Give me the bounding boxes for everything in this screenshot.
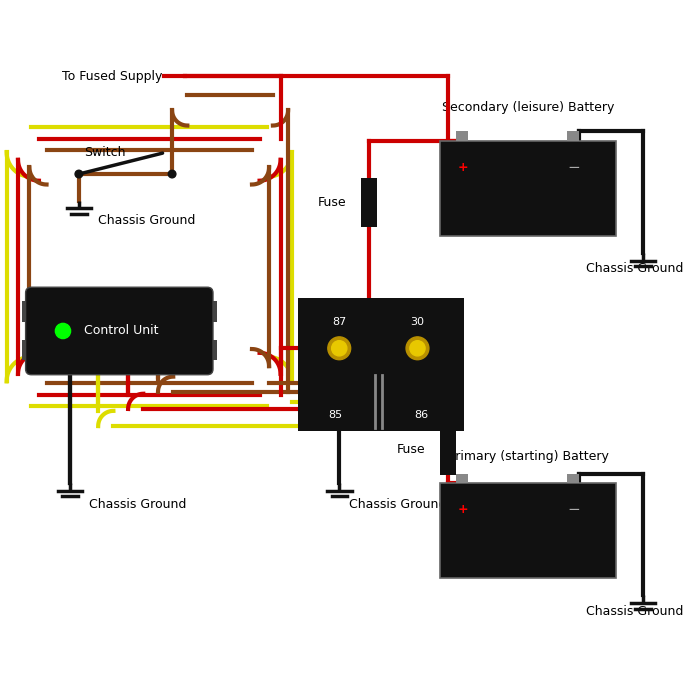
FancyBboxPatch shape xyxy=(26,287,213,375)
Bar xyxy=(440,483,616,578)
Bar xyxy=(440,425,456,475)
Circle shape xyxy=(410,341,425,356)
Text: 87: 87 xyxy=(332,316,346,327)
Text: Secondary (leisure) Battery: Secondary (leisure) Battery xyxy=(442,101,615,114)
Text: Chassis Ground: Chassis Ground xyxy=(98,214,195,227)
Text: +: + xyxy=(458,503,468,517)
Bar xyxy=(456,474,468,483)
Text: To Fused Supply: To Fused Supply xyxy=(62,69,162,83)
Text: Fuse: Fuse xyxy=(318,196,346,209)
Bar xyxy=(207,302,217,323)
Text: Fuse: Fuse xyxy=(396,443,425,456)
Text: 85: 85 xyxy=(328,410,342,420)
Circle shape xyxy=(332,341,347,356)
Circle shape xyxy=(75,170,83,178)
Text: Control Unit: Control Unit xyxy=(84,325,159,337)
Bar xyxy=(298,298,464,430)
Text: Switch: Switch xyxy=(83,146,125,159)
Bar xyxy=(22,340,32,360)
Text: −: − xyxy=(568,160,580,175)
Text: Chassis Ground: Chassis Ground xyxy=(586,605,683,618)
Bar xyxy=(440,141,616,236)
Text: −: − xyxy=(568,503,580,517)
Text: +: + xyxy=(458,161,468,174)
Circle shape xyxy=(328,337,351,360)
Text: 86: 86 xyxy=(414,410,428,420)
Text: Primary (starting) Battery: Primary (starting) Battery xyxy=(448,450,609,463)
Bar xyxy=(361,178,377,228)
Text: Chassis Ground: Chassis Ground xyxy=(89,498,186,512)
Circle shape xyxy=(406,337,429,360)
Text: Chassis Ground: Chassis Ground xyxy=(586,262,683,276)
Bar xyxy=(22,302,32,323)
Bar xyxy=(567,131,580,141)
Circle shape xyxy=(55,323,71,339)
Bar xyxy=(207,340,217,360)
Bar xyxy=(456,131,468,141)
Bar xyxy=(567,474,580,483)
Circle shape xyxy=(168,170,176,178)
Text: Chassis Ground: Chassis Ground xyxy=(349,498,446,512)
Text: 30: 30 xyxy=(410,316,424,327)
